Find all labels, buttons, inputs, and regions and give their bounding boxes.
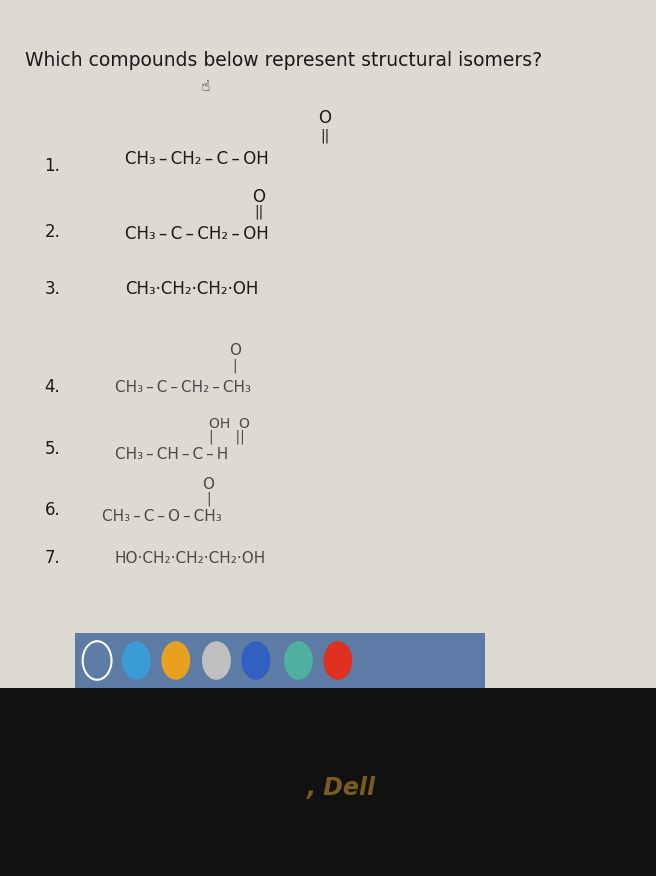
Text: 6.: 6. — [45, 501, 60, 519]
Text: ||: || — [255, 205, 264, 219]
Text: ☝: ☝ — [201, 79, 210, 94]
Text: 5.: 5. — [45, 440, 60, 457]
Text: O: O — [253, 188, 266, 206]
Text: 4.: 4. — [45, 378, 60, 396]
Circle shape — [202, 641, 231, 680]
Text: O: O — [203, 477, 215, 492]
FancyBboxPatch shape — [0, 823, 656, 876]
Text: OH  O: OH O — [209, 417, 249, 431]
Text: 2.: 2. — [45, 223, 60, 241]
Text: HO·CH₂·CH₂·CH₂·OH: HO·CH₂·CH₂·CH₂·OH — [115, 550, 266, 566]
Text: , Dell: , Dell — [306, 776, 376, 801]
Text: 1.: 1. — [45, 158, 60, 175]
Text: O: O — [318, 110, 331, 127]
Circle shape — [241, 641, 270, 680]
Text: |     ||: | || — [209, 430, 244, 444]
Text: Which compounds below represent structural isomers?: Which compounds below represent structur… — [25, 51, 542, 70]
Text: 7.: 7. — [45, 549, 60, 567]
Circle shape — [323, 641, 352, 680]
Text: CH₃ – CH₂ – C – OH: CH₃ – CH₂ – C – OH — [125, 151, 268, 168]
Text: CH₃ – C – CH₂ – CH₃: CH₃ – C – CH₂ – CH₃ — [115, 379, 251, 395]
Text: CH₃ – C – O – CH₃: CH₃ – C – O – CH₃ — [102, 509, 222, 525]
FancyBboxPatch shape — [0, 688, 656, 876]
Text: |: | — [206, 491, 211, 505]
Circle shape — [122, 641, 151, 680]
Text: CH₃ – CH – C – H: CH₃ – CH – C – H — [115, 447, 228, 463]
Text: O: O — [229, 343, 241, 358]
FancyBboxPatch shape — [0, 0, 656, 688]
Circle shape — [161, 641, 190, 680]
Text: 3.: 3. — [45, 280, 60, 298]
Text: CH₃·CH₂·CH₂·OH: CH₃·CH₂·CH₂·OH — [125, 280, 258, 298]
Circle shape — [284, 641, 313, 680]
Text: |: | — [232, 358, 237, 372]
Text: ||: || — [320, 129, 329, 143]
FancyBboxPatch shape — [75, 633, 485, 688]
Text: CH₃ – C – CH₂ – OH: CH₃ – C – CH₂ – OH — [125, 225, 268, 243]
